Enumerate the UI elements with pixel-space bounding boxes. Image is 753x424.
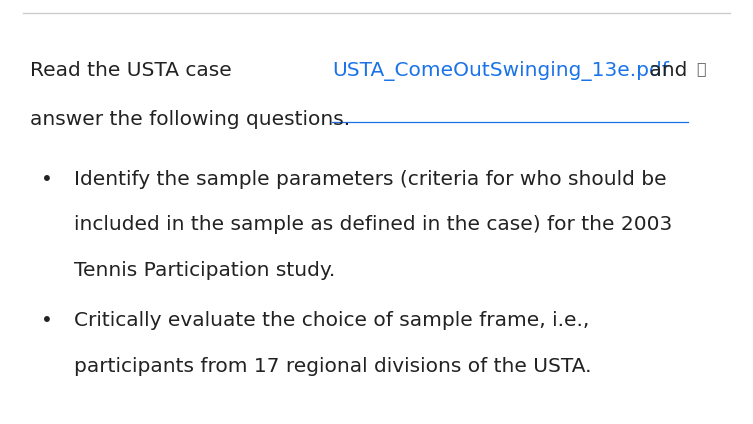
Text: •: • xyxy=(41,311,53,330)
Text: included in the sample as defined in the case) for the 2003: included in the sample as defined in the… xyxy=(74,215,672,234)
Text: •: • xyxy=(41,170,53,189)
Text: and: and xyxy=(643,61,687,81)
Text: Read the USTA case: Read the USTA case xyxy=(30,61,245,81)
Text: participants from 17 regional divisions of the USTA.: participants from 17 regional divisions … xyxy=(74,357,591,376)
Text: Identify the sample parameters (criteria for who should be: Identify the sample parameters (criteria… xyxy=(74,170,666,189)
Text: Critically evaluate the choice of sample frame, i.e.,: Critically evaluate the choice of sample… xyxy=(74,311,589,330)
Text: 🖹: 🖹 xyxy=(696,61,706,76)
Text: answer the following questions.: answer the following questions. xyxy=(30,110,350,129)
Text: Tennis Participation study.: Tennis Participation study. xyxy=(74,261,335,280)
Text: USTA_ComeOutSwinging_13e.pdf: USTA_ComeOutSwinging_13e.pdf xyxy=(332,61,669,81)
